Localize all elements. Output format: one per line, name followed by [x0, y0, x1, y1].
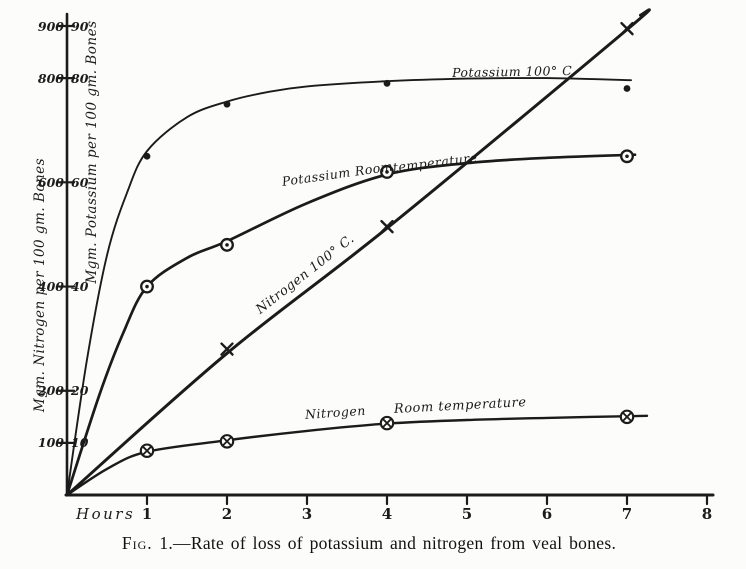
marker-x: [620, 21, 634, 36]
marker-circle-dot: [140, 279, 154, 294]
y-tick-label-nitrogen-400: 400: [37, 279, 64, 295]
curve-label-potassium-room-right: temperature: [392, 149, 479, 175]
marker-dot: [383, 79, 391, 87]
y-tick-label-nitrogen-900: 900: [37, 18, 64, 34]
curve-label-potassium-room-left: Potassium Room: [280, 158, 394, 189]
x-tick-label-1: 1: [141, 505, 153, 523]
marker-x: [380, 219, 394, 234]
curve-label-potassium-100: Potassium 100° C.: [451, 62, 577, 81]
marker-dot: [223, 100, 231, 108]
figure-caption: Fig. 1.—Rate of loss of potassium and ni…: [0, 533, 738, 554]
x-tick-label-2: 2: [221, 505, 233, 523]
x-tick-label-5: 5: [461, 505, 473, 523]
y-tick-label-nitrogen-600: 600: [37, 174, 64, 190]
axes: [57, 12, 715, 506]
potassium-axis-title: Mgm. Potassium per 100 gm. Bones: [84, 20, 100, 284]
y-tick-label-nitrogen-100: 100: [37, 435, 64, 451]
y-tick-label-potassium-60: 60: [71, 174, 89, 190]
marker-circle-x: [619, 409, 635, 425]
x-tick-label-7: 7: [621, 505, 633, 523]
y-tick-label-potassium-40: 40: [71, 279, 89, 295]
marker-dot: [143, 152, 151, 160]
x-axis-label: Hours: [76, 505, 136, 523]
y-tick-label-nitrogen-800: 800: [37, 70, 64, 86]
marker-dot: [623, 85, 631, 92]
marker-circle-dot: [380, 164, 394, 179]
figure-caption-prefix: Fig.: [121, 533, 153, 553]
marker-circle-dot: [620, 149, 634, 164]
x-tick-label-8: 8: [701, 505, 713, 523]
figure-caption-text: 1.—Rate of loss of potassium and nitroge…: [152, 533, 617, 553]
y-tick-label-potassium-90: 90: [71, 18, 89, 34]
marker-circle-x: [139, 443, 155, 458]
marker-x: [220, 342, 234, 356]
y-tick-label-potassium-20: 20: [71, 383, 89, 399]
y-tick-label-nitrogen-200: 200: [37, 383, 64, 399]
x-tick-label-3: 3: [301, 505, 313, 523]
curve-nitrogen-circle-x: [65, 414, 649, 497]
marker-circle-x: [379, 415, 395, 431]
marker-circle-x: [219, 434, 235, 449]
curve-potassium-circle-dot: [65, 153, 637, 497]
x-tick-label-6: 6: [541, 505, 553, 523]
marker-circle-dot: [220, 237, 234, 252]
curve-label-nitrogen-100: Nitrogen 100° C.: [253, 231, 358, 318]
y-tick-label-potassium-10: 10: [71, 435, 89, 451]
curve-label-nitrogen-room-right: Room temperature: [393, 395, 527, 417]
y-tick-label-potassium-80: 80: [71, 70, 89, 86]
x-tick-label-4: 4: [381, 505, 393, 523]
curve-label-nitrogen-room-left: Nitrogen: [304, 402, 367, 422]
